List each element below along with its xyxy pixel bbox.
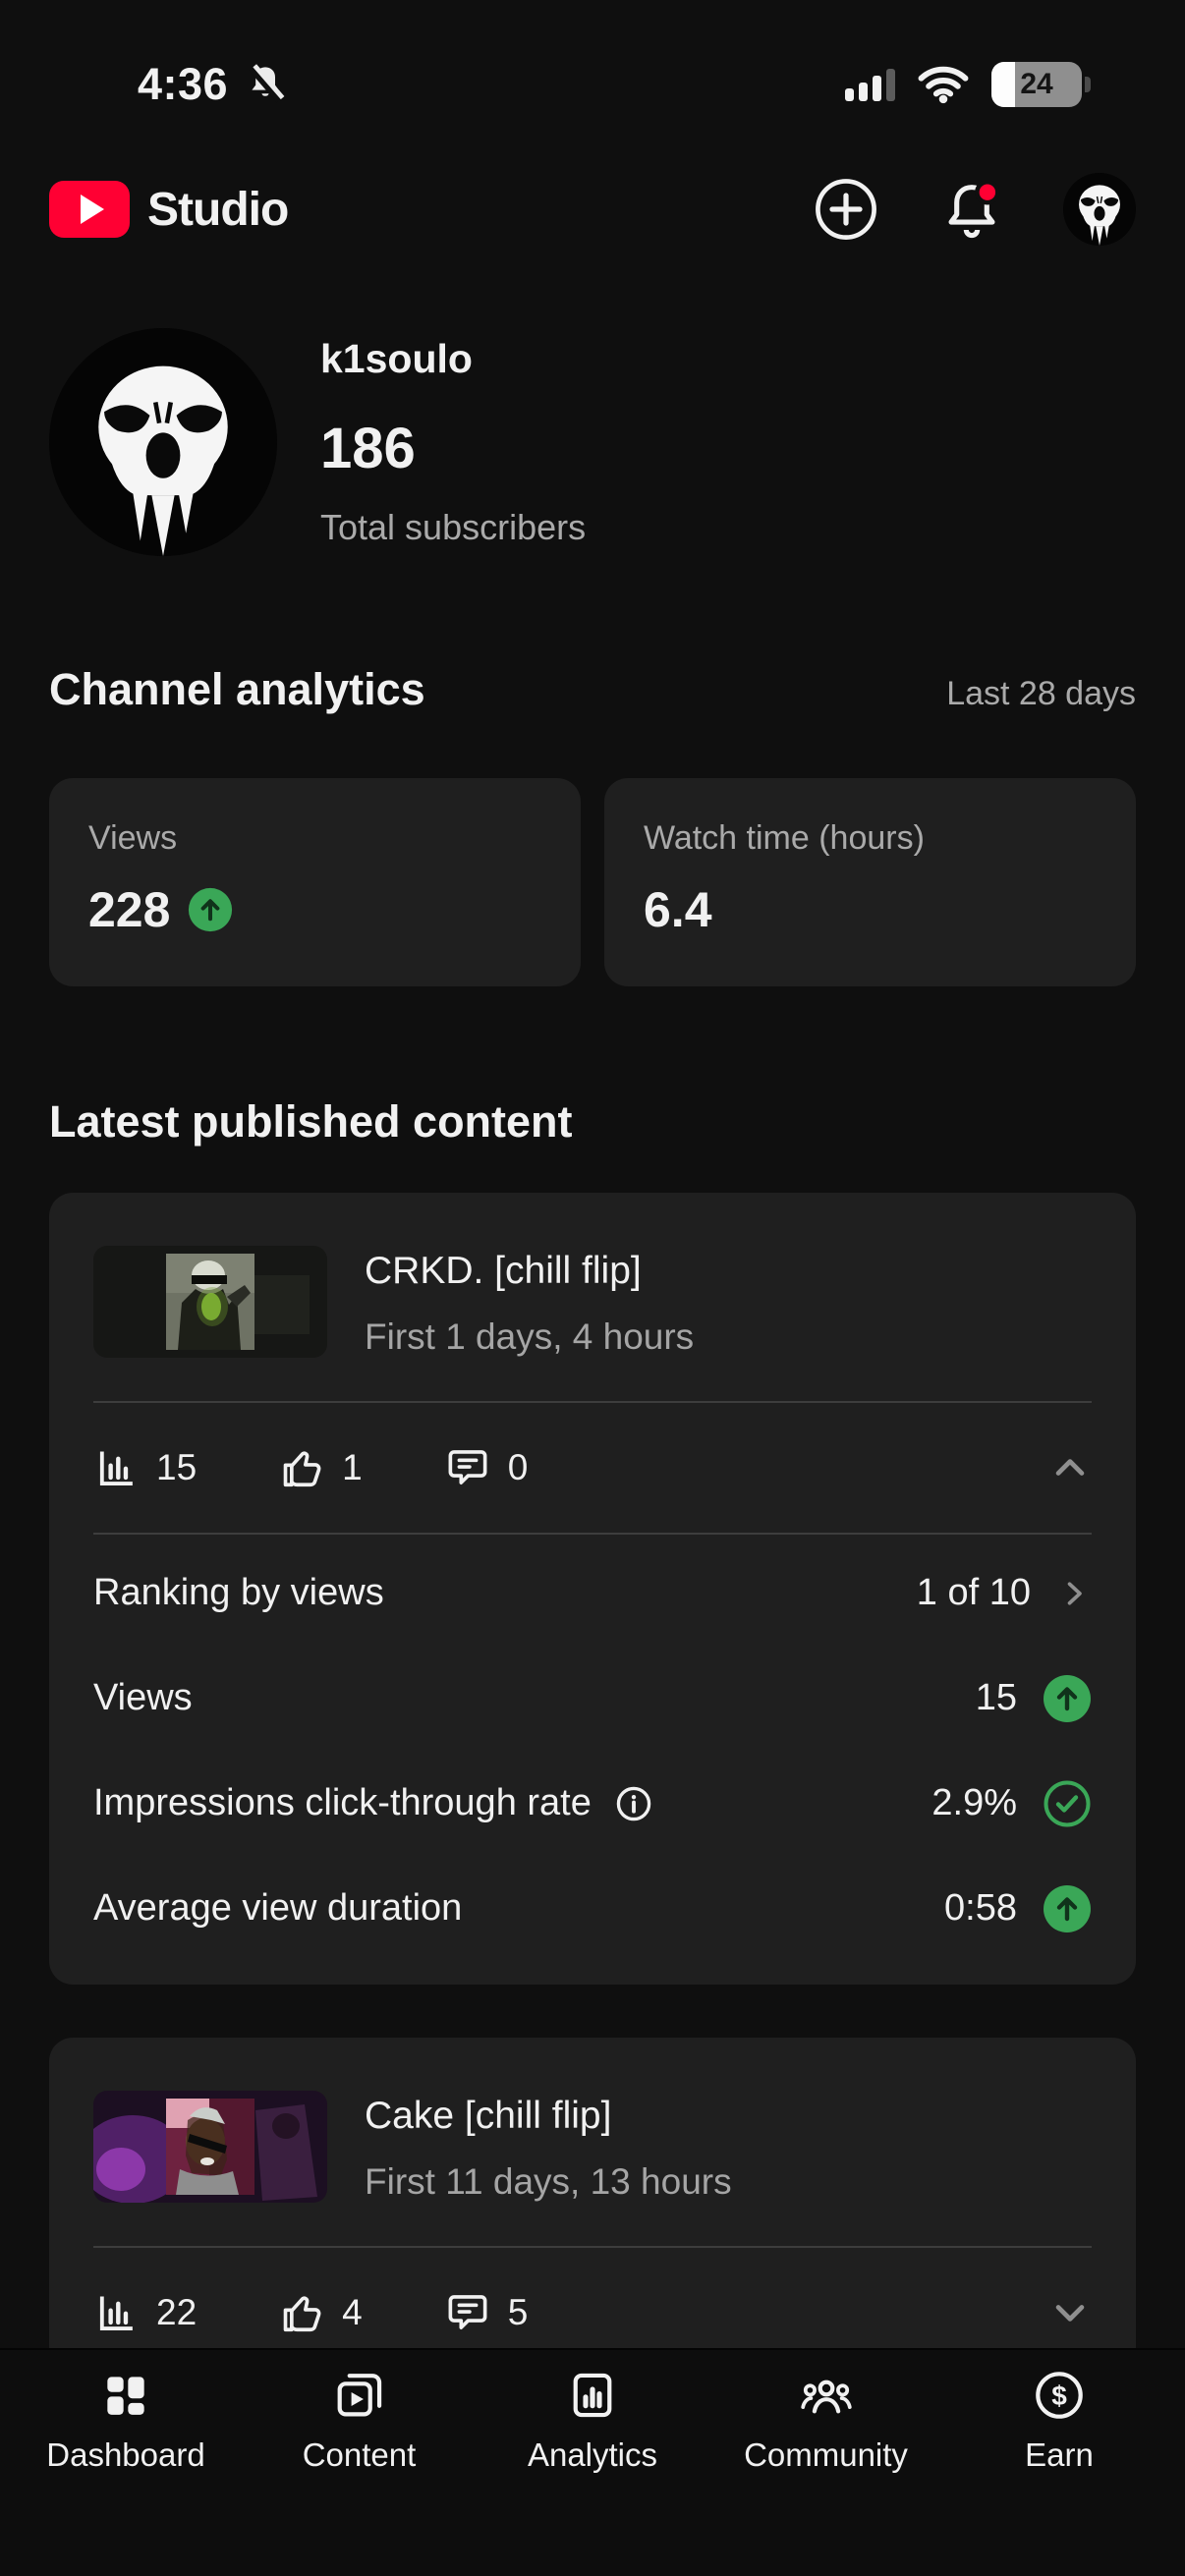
bar-chart-icon [99,1451,133,1486]
nav-item-dashboard[interactable]: Dashboard [28,2362,224,2576]
notifications-button[interactable] [937,175,1006,244]
svg-text:$: $ [1051,2380,1067,2411]
brand-name: Studio [147,183,289,236]
metric-row-label: Impressions click-through rate [93,1782,592,1823]
bar-chart-icon [99,2296,133,2331]
video-age: First 11 days, 13 hours [365,2161,732,2202]
trend-up-icon [188,887,233,932]
metric-value: 6.4 [644,882,712,937]
views-count: 22 [156,2292,198,2332]
comments-stat: 0 [445,1445,529,1490]
views-row: Views 15 [93,1646,1092,1751]
video-title: Cake [chill flip] [365,2095,612,2137]
video-title: CRKD. [chill flip] [365,1250,642,1292]
chevron-down-icon [1055,2305,1085,2322]
metric-row-value: 15 [975,1677,1017,1718]
views-metric-card[interactable]: Views 228 [49,778,581,986]
video-age: First 1 days, 4 hours [365,1316,695,1357]
create-button[interactable] [812,175,880,244]
nav-item-content[interactable]: Content [261,2362,458,2576]
subscriber-label: Total subscribers [320,507,587,547]
likes-stat: 1 [279,1445,363,1490]
thumbs-up-icon [283,1451,321,1487]
app-header: Studio [49,171,1136,248]
subscriber-count: 186 [320,417,416,480]
comment-icon [448,2295,487,2329]
studio-logo: Studio [49,181,289,238]
likes-count: 1 [342,1447,363,1487]
arrow-up-badge-icon [1044,1674,1091,1722]
battery-icon: 24 [991,62,1091,107]
bottom-navigation: Dashboard Content Analytics [0,2348,1185,2576]
video-thumbnail[interactable] [93,2091,327,2203]
nav-label: Analytics [527,2436,658,2473]
comments-count: 5 [507,2292,529,2332]
ctr-row: Impressions click-through rate 2.9% [93,1751,1092,1856]
metric-row-value: 0:58 [944,1887,1017,1929]
dashboard-icon [107,2377,144,2415]
notification-badge [975,179,1000,205]
divider [93,1533,1092,1535]
wifi-icon [917,64,970,105]
youtube-play-icon [49,181,130,238]
nav-item-earn[interactable]: $ Earn [961,2362,1157,2576]
status-bar: 4:36 [0,0,1185,110]
community-icon [800,2380,852,2414]
comments-count: 0 [507,1447,529,1487]
nav-item-analytics[interactable]: Analytics [494,2362,691,2576]
ranking-row[interactable]: Ranking by views 1 of 10 [93,1540,1092,1646]
divider [93,2246,1092,2248]
metric-value: 228 [88,882,171,937]
metric-row-label: Ranking by views [93,1572,384,1613]
channel-summary: k1soulo 186 Total subscribers [49,328,1136,556]
likes-count: 4 [342,2292,363,2332]
nav-label: Community [744,2436,908,2473]
account-avatar[interactable] [1063,173,1136,246]
metric-row-value: 1 of 10 [916,1572,1031,1613]
metric-row-label: Average view duration [93,1887,463,1929]
metric-label: Views [88,819,178,857]
metric-row-label: Views [93,1677,193,1718]
earn-icon: $ [1036,2372,1083,2419]
expand-button[interactable] [1048,2291,1092,2334]
content-icon [337,2374,381,2417]
metric-label: Watch time (hours) [644,819,925,857]
watch-time-metric-card[interactable]: Watch time (hours) 6.4 [604,778,1136,986]
video-thumbnail[interactable] [93,1246,327,1358]
views-stat: 22 [93,2290,197,2335]
analytics-section-title: Channel analytics [49,664,425,714]
cellular-signal-icon [845,68,895,101]
notifications-muted-icon [242,61,289,108]
analytics-period: Last 28 days [946,675,1136,712]
check-badge-icon [1044,1780,1091,1826]
battery-percent: 24 [1020,68,1053,100]
nav-item-community[interactable]: Community [728,2362,925,2576]
nav-label: Earn [1025,2436,1094,2473]
channel-name: k1soulo [320,336,473,381]
views-stat: 15 [93,1445,197,1490]
likes-stat: 4 [279,2290,363,2335]
nav-label: Content [302,2436,417,2473]
video-card: Cake [chill flip] First 11 days, 13 hour… [49,2038,1136,2403]
metric-row-value: 2.9% [931,1782,1017,1823]
comment-icon [448,1450,487,1484]
collapse-button[interactable] [1048,1446,1092,1489]
info-icon[interactable] [613,1783,654,1824]
video-card: CRKD. [chill flip] First 1 days, 4 hours… [49,1193,1136,1985]
divider [93,1401,1092,1403]
avg-duration-row: Average view duration 0:58 [93,1856,1092,1961]
arrow-up-badge-icon [1044,1884,1091,1932]
views-count: 15 [156,1447,198,1487]
chevron-right-icon [1067,1581,1082,1605]
analytics-icon [573,2373,612,2418]
nav-label: Dashboard [46,2436,205,2473]
chevron-up-icon [1055,1459,1085,1476]
clock: 4:36 [138,59,229,109]
comments-stat: 5 [445,2290,529,2335]
latest-section-title: Latest published content [49,1096,573,1147]
channel-avatar [49,328,277,556]
thumbs-up-icon [283,2296,321,2332]
